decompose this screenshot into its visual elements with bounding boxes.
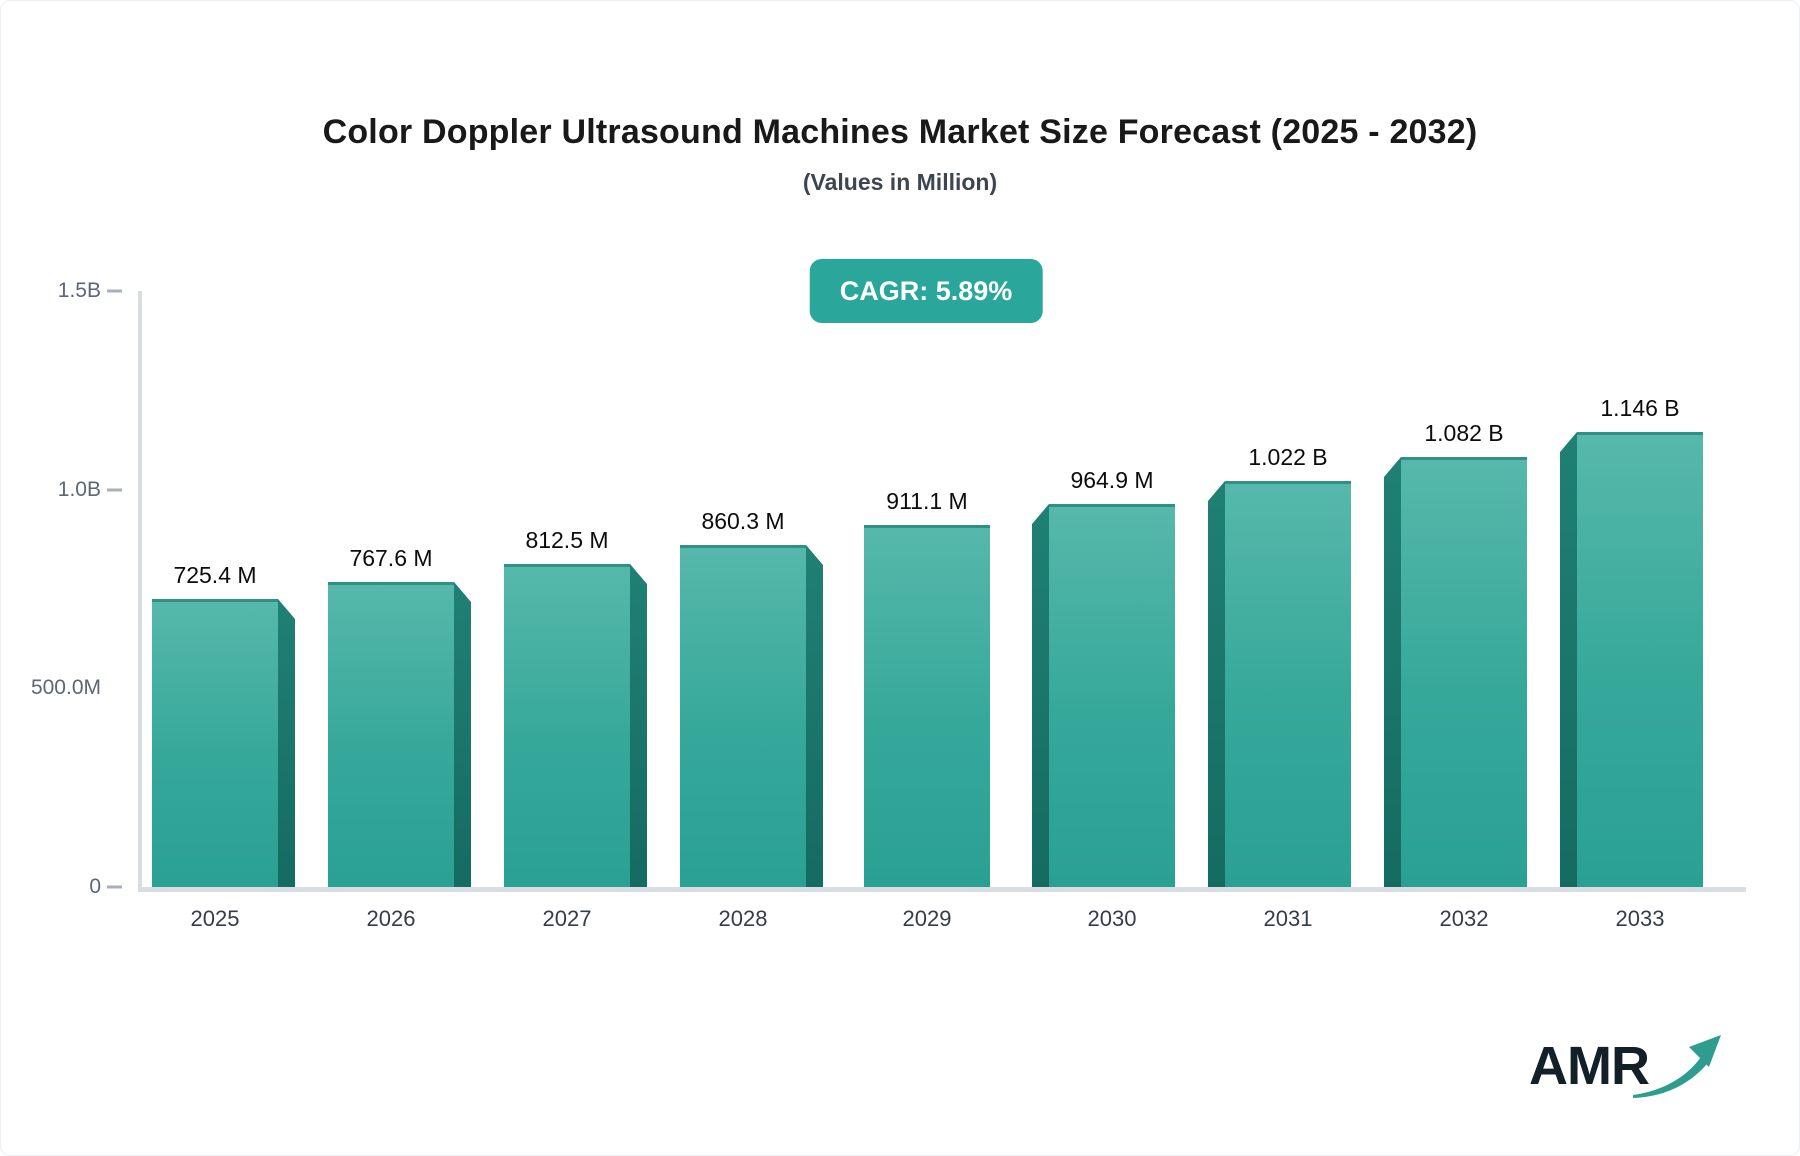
x-axis-label: 2025 [190,906,240,931]
bar [1032,504,1175,887]
bar [864,525,990,887]
x-axis-label: 2029 [902,906,952,931]
y-tick-label: 1.0B [57,477,101,501]
bar-value-label: 1.022 B [1248,444,1328,470]
bar-front-face [152,599,278,887]
bar-slot: 860.3 M [663,291,839,887]
bar-front-face [1225,481,1351,887]
amr-logo: AMR [1529,1029,1729,1115]
x-axis-label: 2033 [1615,906,1665,931]
bar-front-face [328,582,454,887]
bar-side-face [1032,504,1049,887]
bar-value-label: 911.1 M [886,488,968,514]
bar-slot: 964.9 M [1015,291,1191,887]
bar [504,564,647,887]
bar-slot: 1.022 B [1191,291,1367,887]
x-axis-label: 2026 [366,906,416,931]
bar-slot: 1.146 B [1543,291,1719,887]
x-axis-label: 2030 [1087,906,1137,931]
y-tick-dash [107,488,122,492]
bar-side-face [630,564,647,887]
x-axis-label: 2027 [542,906,592,931]
bar-side-face [1384,457,1401,887]
bar [680,545,823,887]
bar-slot: 767.6 M [311,291,487,887]
y-tick-dash [107,289,122,293]
bar-value-label: 767.6 M [349,545,433,571]
growth-arrow-icon [1633,1035,1721,1098]
bar [328,582,471,887]
x-axis-label: 2032 [1439,906,1489,931]
x-axis-labels: 2025 2026 2027 2028 2029 2030 2031 2032 2033 [135,906,1719,932]
bar-slot: 911.1 M [839,291,1015,887]
bar-value-label: 1.146 B [1600,395,1680,421]
chart-title: Color Doppler Ultrasound Machines Market… [322,113,1478,151]
x-axis-label: 2028 [718,906,768,931]
bar-front-face [864,525,990,887]
cagr-badge: CAGR: 5.89% [809,259,1043,323]
bar-value-label: 812.5 M [525,527,609,553]
bar-slot: 812.5 M [487,291,663,887]
bar-side-face [278,599,295,887]
bar-side-face [1208,481,1225,887]
bar-side-face [1560,432,1577,887]
bar-front-face [1577,432,1703,887]
chart-subtitle: (Values in Million) [802,169,998,195]
bar-side-face [806,545,823,887]
bar [152,599,295,887]
bar-front-face [1049,504,1175,887]
y-tick-label: 1.5B [57,279,101,302]
bar-value-label: 725.4 M [173,562,257,588]
plot-area: 1.5B 1.0B 500.0M 0 725.4 M 767.6 M 812.5 M 860… [1,279,1799,898]
x-axis-label: 2031 [1263,906,1313,931]
cagr-badge-label: CAGR: 5.89% [839,276,1013,306]
bar-value-label: 860.3 M [701,508,785,534]
y-tick-label: 500.0M [30,676,101,700]
bar-side-face [454,582,471,887]
bar-slot: 1.082 B [1367,291,1543,887]
y-tick-label: 0 [89,875,101,898]
bar-value-label: 1.082 B [1424,420,1504,446]
amr-logo-text: AMR [1529,1036,1650,1096]
bar-value-label: 964.9 M [1070,467,1154,493]
x-axis-baseline [138,887,1746,892]
bar-front-face [1401,457,1527,887]
bar-front-face [504,564,630,887]
bar [1560,432,1703,887]
y-tick-dash [107,885,122,889]
bar-front-face [680,545,806,887]
y-axis-line [138,291,142,889]
bar [1208,481,1351,887]
bar [1384,457,1527,887]
bar-slot: 725.4 M [135,291,311,887]
bars: 725.4 M 767.6 M 812.5 M 860.3 M 911.1 M 964.9… [135,291,1719,887]
